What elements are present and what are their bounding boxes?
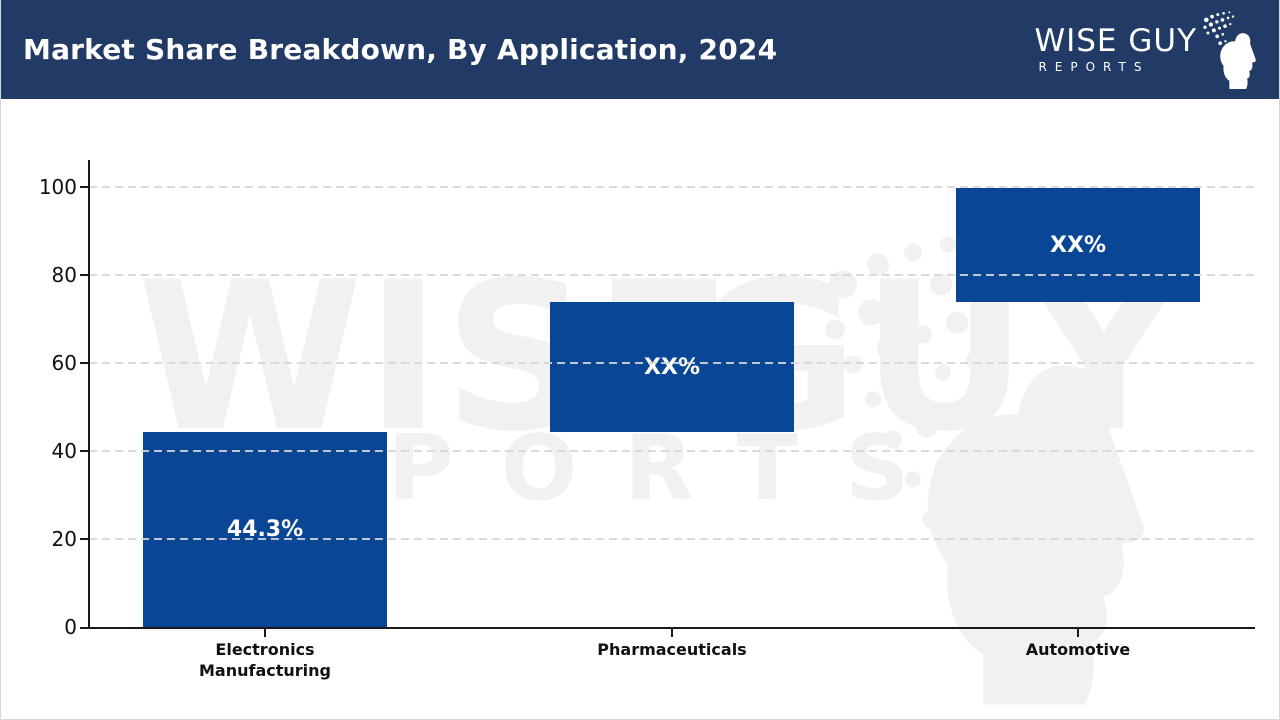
category-label-automotive: Automotive bbox=[1025, 640, 1131, 659]
bar-value-label: XX% bbox=[1050, 232, 1106, 258]
x-axis bbox=[88, 627, 1255, 629]
y-tick bbox=[80, 362, 88, 364]
y-tick bbox=[80, 274, 88, 276]
y-tick bbox=[80, 186, 88, 188]
x-tick bbox=[264, 629, 266, 637]
gridline-80 bbox=[89, 274, 1255, 276]
brand-logo: WISE GUY REPORTS bbox=[1034, 10, 1259, 89]
bar-pharmaceuticals: XX% bbox=[550, 302, 794, 432]
x-tick bbox=[671, 629, 673, 637]
x-tick bbox=[1077, 629, 1079, 637]
y-tick-label: 40 bbox=[51, 439, 77, 463]
y-tick-label: 0 bbox=[64, 615, 77, 639]
wiseguy-face-icon bbox=[1203, 11, 1256, 89]
y-tick-label: 60 bbox=[51, 351, 77, 375]
brand-text: WISE GUY REPORTS bbox=[1034, 23, 1197, 74]
category-label-electronics-manufacturing: Electronics Manufacturing bbox=[199, 640, 331, 680]
y-tick bbox=[80, 538, 88, 540]
bar-automotive: XX% bbox=[956, 188, 1200, 302]
gridline-20 bbox=[89, 538, 1255, 540]
category-label-pharmaceuticals: Pharmaceuticals bbox=[597, 640, 747, 659]
bar-value-label: 44.3% bbox=[226, 517, 304, 542]
bar-electronics-manufacturing: 44.3% bbox=[143, 432, 387, 627]
y-tick-label: 80 bbox=[51, 263, 77, 287]
y-tick-label: 20 bbox=[51, 527, 77, 551]
brand-subtitle: REPORTS bbox=[1038, 60, 1150, 74]
y-axis bbox=[88, 160, 90, 629]
bar-value-label: XX% bbox=[644, 354, 700, 380]
watermark-face-icon bbox=[825, 232, 1144, 705]
header-band: Market Share Breakdown, By Application, … bbox=[1, 0, 1279, 99]
gridline-100 bbox=[89, 186, 1255, 188]
gridline-60 bbox=[89, 362, 1255, 364]
y-tick bbox=[80, 627, 88, 629]
page-title: Market Share Breakdown, By Application, … bbox=[23, 33, 778, 66]
y-tick bbox=[80, 450, 88, 452]
brand-name: WISE GUY bbox=[1034, 23, 1197, 59]
gridline-40 bbox=[89, 450, 1255, 452]
y-tick-label: 100 bbox=[38, 175, 77, 199]
